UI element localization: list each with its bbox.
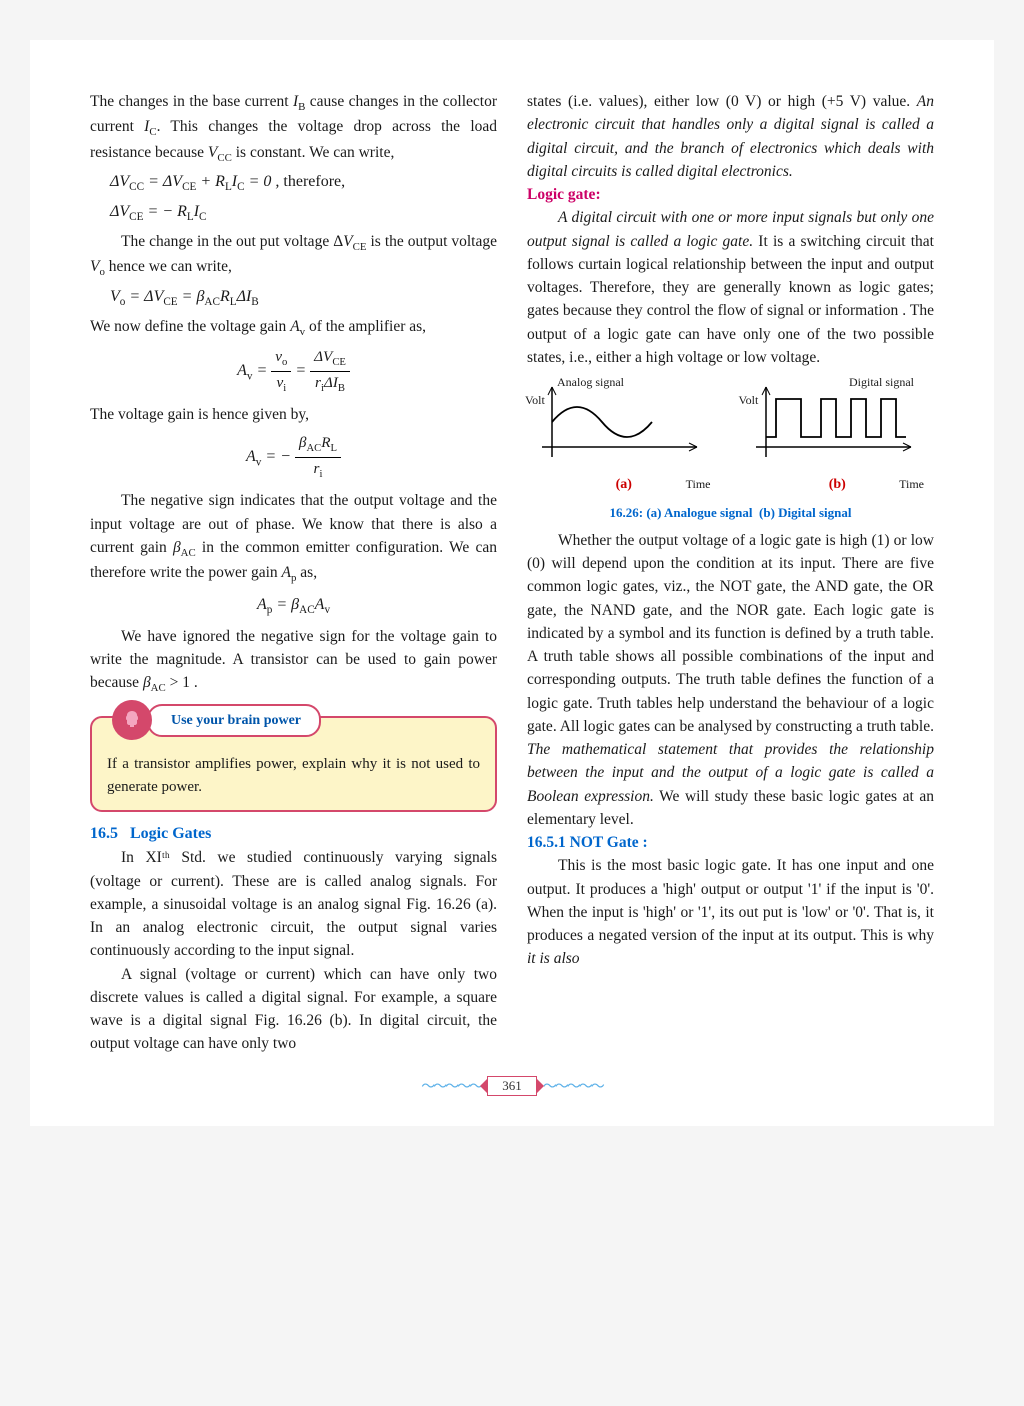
signal-figure: Analog signal Volt Time (a) D [527, 377, 934, 495]
body-paragraph: Whether the output voltage of a logic ga… [527, 529, 934, 831]
time-axis-label: Time [686, 475, 711, 493]
section-heading: 16.5 Logic Gates [90, 822, 497, 846]
brain-power-callout: Use your brain power If a transistor amp… [90, 716, 497, 812]
body-paragraph: The changes in the base current IB cause… [90, 90, 497, 166]
equation: Av = vovi = ΔVCEriΔIB [90, 346, 497, 397]
callout-header: Use your brain power [112, 700, 321, 740]
subheading: 16.5.1 NOT Gate : [527, 831, 934, 854]
analog-label: Analog signal [557, 373, 624, 391]
text-span: This is the most basic logic gate. It ha… [527, 857, 934, 944]
equation: ΔVCC = ΔVCE + RLIC = 0 , therefore, [110, 170, 497, 196]
two-column-layout: The changes in the base current IB cause… [90, 90, 934, 1056]
digital-label: Digital signal [849, 373, 914, 391]
text-span: Whether the output voltage of a logic ga… [527, 532, 934, 735]
italic-text: it is also [527, 950, 580, 967]
equation: Av = − βACRLri [90, 432, 497, 483]
equation: Vo = ΔVCE = βACRLΔIB [110, 285, 497, 311]
not-gate-heading: 16.5.1 NOT Gate : [527, 834, 648, 851]
text-span: It is a switching circuit that follows c… [527, 233, 934, 366]
brain-icon [112, 700, 152, 740]
caption-part-a: 16.26: (a) Analogue signal [610, 505, 753, 520]
analog-signal-panel: Analog signal Volt Time (a) [527, 377, 721, 495]
callout-label: Use your brain power [147, 704, 321, 737]
callout-body: If a transistor amplifies power, explain… [107, 753, 480, 798]
body-paragraph: states (i.e. values), either low (0 V) o… [527, 90, 934, 183]
body-paragraph: We have ignored the negative sign for th… [90, 625, 497, 697]
body-paragraph: The negative sign indicates that the out… [90, 489, 497, 586]
body-paragraph: This is the most basic logic gate. It ha… [527, 854, 934, 970]
volt-axis-label: Volt [525, 391, 545, 409]
volt-axis-label: Volt [739, 391, 759, 409]
left-column: The changes in the base current IB cause… [90, 90, 497, 1056]
subheading: Logic gate: [527, 183, 934, 206]
equation: ΔVCE = − RLIC [110, 200, 497, 226]
time-axis-label: Time [899, 475, 924, 493]
figure-caption: 16.26: (a) Analogue signal (b) Digital s… [527, 503, 934, 523]
wave-decoration: ～～～～～ [421, 1076, 481, 1096]
body-paragraph: We now define the voltage gain Av of the… [90, 315, 497, 340]
section-number: 16.5 [90, 825, 118, 842]
body-paragraph: The change in the out put voltage ΔVCE i… [90, 230, 497, 281]
right-column: states (i.e. values), either low (0 V) o… [527, 90, 934, 1056]
logic-gate-heading: Logic gate: [527, 186, 601, 203]
body-paragraph: The voltage gain is hence given by, [90, 403, 497, 426]
body-paragraph: A digital circuit with one or more input… [527, 206, 934, 369]
body-paragraph: A signal (voltage or current) which can … [90, 963, 497, 1056]
equation: Ap = βACAv [90, 593, 497, 619]
wave-decoration: ～～～～～ [543, 1076, 603, 1096]
page-number: 361 [487, 1076, 537, 1096]
caption-part-b: (b) Digital signal [759, 505, 851, 520]
page-footer: ～～～～～ 361 ～～～～～ [90, 1076, 934, 1096]
digital-signal-panel: Digital signal Volt Time (b) [741, 377, 935, 495]
textbook-page: The changes in the base current IB cause… [30, 40, 994, 1126]
text-span: states (i.e. values), either low (0 V) o… [527, 93, 917, 110]
body-paragraph: In XIᵗʰ Std. we studied continuously var… [90, 846, 497, 962]
section-title: Logic Gates [130, 825, 211, 842]
